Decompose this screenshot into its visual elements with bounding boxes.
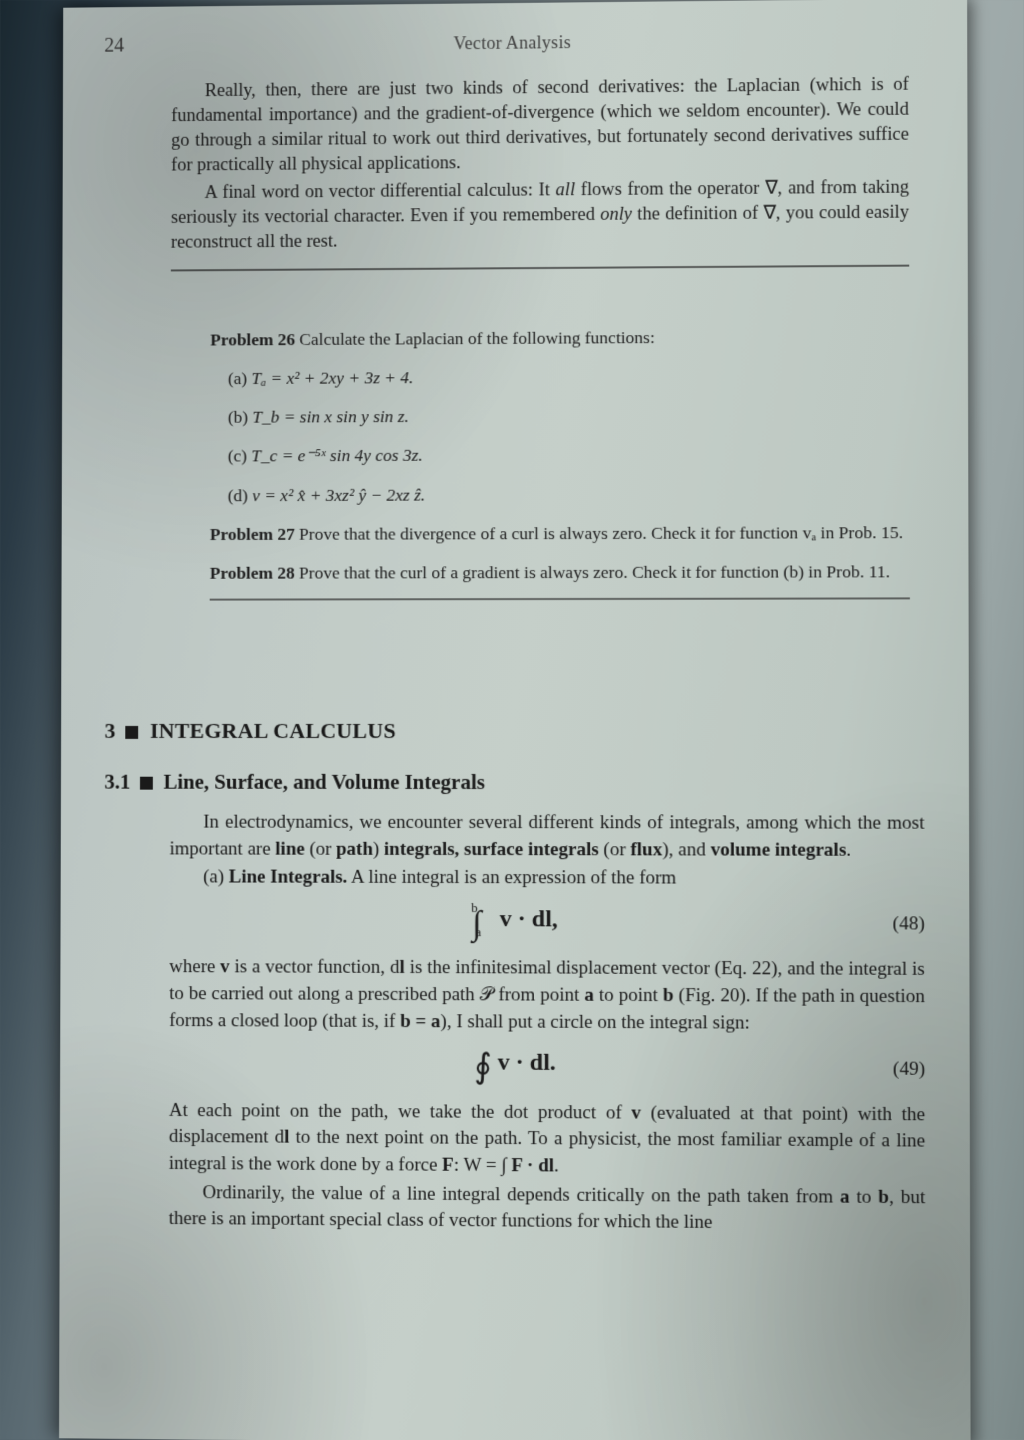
page-lighting-overlay xyxy=(59,0,971,1440)
textbook-page: 24 Vector Analysis Really, then, there a… xyxy=(59,0,971,1440)
